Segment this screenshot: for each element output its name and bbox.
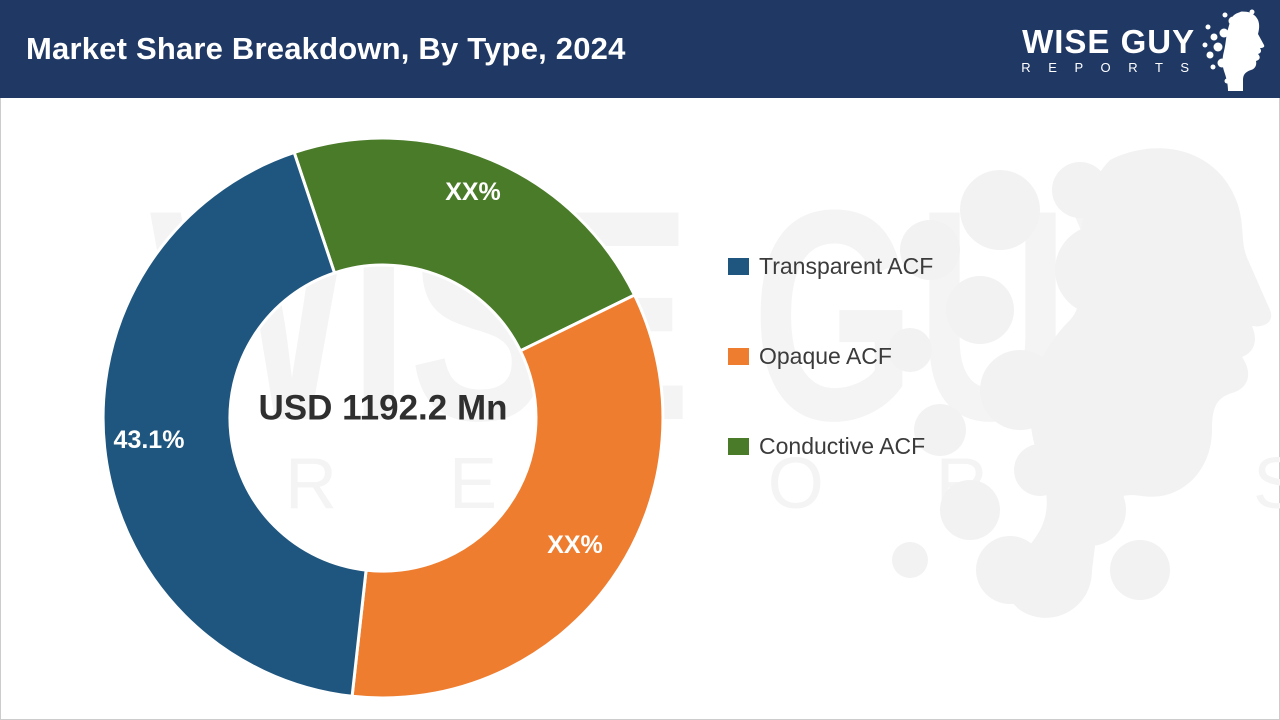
slice-label-transparent: 43.1%	[114, 426, 185, 454]
slice-label-conductive: XX%	[445, 178, 501, 206]
legend-swatch-opaque-icon	[728, 348, 749, 365]
legend-label: Transparent ACF	[759, 253, 934, 279]
watermark-face-icon	[888, 148, 1272, 618]
logo-wordmark: WISE GUY	[1022, 22, 1196, 60]
logo-face-icon	[1202, 9, 1265, 91]
legend-label: Conductive ACF	[759, 433, 926, 459]
legend-swatch-conductive-icon	[728, 438, 749, 455]
header: Market Share Breakdown, By Type, 2024 WI…	[0, 0, 1280, 98]
logo-tagline: R E P O R T S	[1021, 59, 1196, 75]
pie-segment-conductive-acf	[292, 136, 637, 353]
donut-chart: XX% XX% 43.1% USD 1192.2 Mn	[101, 136, 665, 700]
pie-segment-transparent-acf	[101, 150, 368, 698]
wise-guy-logo: WISE GUY R E P O R T S	[1021, 7, 1266, 91]
legend-item-transparent-acf: Transparent ACF	[728, 253, 933, 280]
legend-item-conductive-acf: Conductive ACF	[728, 433, 933, 460]
donut-center-value: USD 1192.2 Mn	[259, 389, 508, 428]
legend-item-opaque-acf: Opaque ACF	[728, 343, 933, 370]
chart-legend: Transparent ACF Opaque ACF Conductive AC…	[728, 253, 933, 460]
pie-segment-opaque-acf	[350, 292, 665, 700]
legend-swatch-transparent-icon	[728, 258, 749, 275]
page-title: Market Share Breakdown, By Type, 2024	[26, 31, 626, 66]
legend-label: Opaque ACF	[759, 343, 892, 369]
slice-label-opaque: XX%	[547, 531, 603, 559]
